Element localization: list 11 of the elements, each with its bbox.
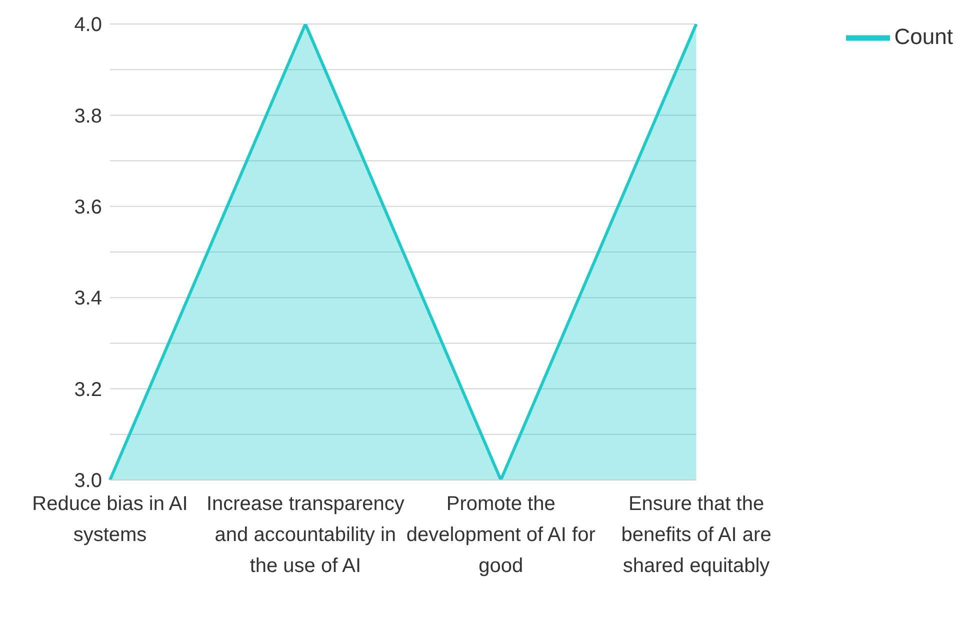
y-tick-label: 4.0: [74, 14, 102, 36]
y-tick-label: 3.4: [74, 288, 102, 310]
y-tick-label: 3.2: [74, 378, 102, 401]
y-tick-label: 3.8: [74, 105, 102, 128]
y-tick-label: 3.6: [74, 196, 102, 218]
x-tick-label: Promote the development of AI for good: [406, 493, 596, 577]
x-tick-label: Reduce bias in AI systems: [32, 493, 188, 546]
x-tick-label: Increase transparency and accountability in the use of AI: [206, 493, 404, 577]
legend-label: Count: [894, 24, 953, 49]
x-tick-label: Ensure that the benefits of AI are shared equitably: [621, 493, 772, 577]
y-tick-label: 3.0: [74, 470, 102, 492]
